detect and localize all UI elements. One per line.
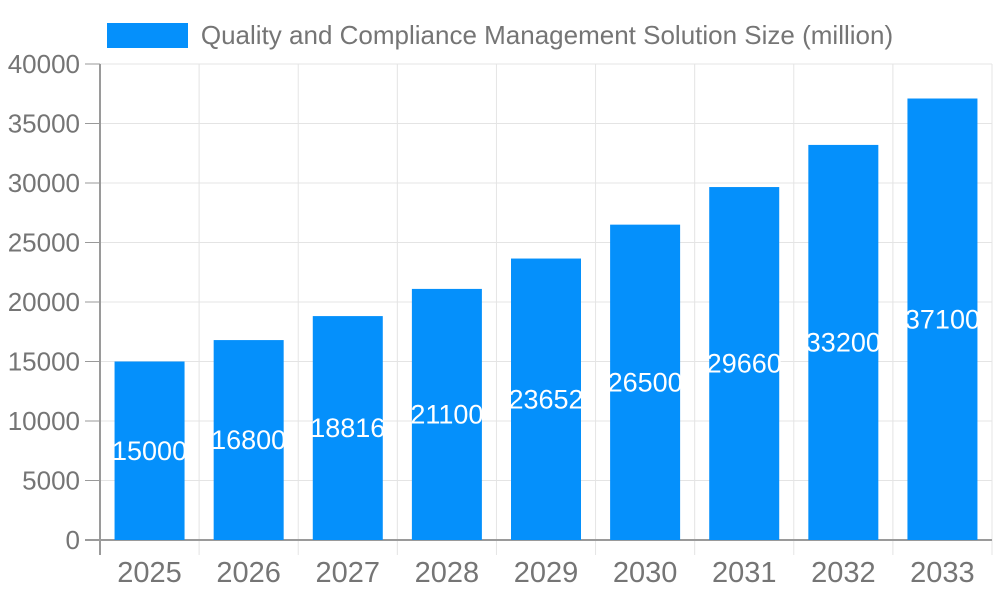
bar-2029[interactable] — [511, 258, 581, 540]
legend-label: Quality and Compliance Management Soluti… — [200, 20, 894, 50]
x-axis-tick-label: 2030 — [613, 557, 678, 589]
bar-value-label: 16800 — [211, 425, 286, 455]
legend-item[interactable]: Quality and Compliance Management Soluti… — [0, 20, 1000, 51]
bar-value-label: 18816 — [310, 413, 385, 443]
bar-2026[interactable] — [213, 340, 284, 540]
y-axis-tick-label: 40000 — [8, 49, 80, 79]
y-axis-tick-label: 0 — [66, 525, 80, 555]
bar-2032[interactable] — [808, 144, 879, 541]
x-axis-tick-label: 2028 — [415, 557, 480, 589]
y-axis-tick-label: 10000 — [8, 406, 80, 436]
x-axis-tick-label: 2031 — [712, 557, 777, 589]
bar-2033[interactable] — [907, 98, 978, 540]
y-axis-tick-label: 20000 — [8, 287, 80, 317]
x-axis-tick-label: 2033 — [910, 557, 975, 589]
x-axis-tick-label: 2032 — [811, 557, 876, 589]
y-axis-tick-label: 30000 — [8, 168, 80, 198]
y-axis-tick-label: 15000 — [8, 347, 80, 377]
bar-value-label: 26500 — [608, 367, 683, 397]
bar-2028[interactable] — [411, 288, 482, 540]
bar-2031[interactable] — [709, 187, 780, 540]
legend-swatch — [106, 23, 188, 48]
bar-value-label: 33200 — [806, 327, 881, 357]
y-axis-tick-label: 5000 — [22, 466, 80, 496]
bar-value-label: 29660 — [707, 349, 782, 379]
bar-value-label: 23652 — [508, 384, 583, 414]
bar-2025[interactable] — [114, 361, 185, 541]
x-axis-tick-label: 2029 — [514, 557, 579, 589]
bar-value-label: 37100 — [905, 304, 980, 334]
x-axis-tick-label: 2025 — [117, 557, 182, 589]
bar-value-label: 21100 — [410, 399, 483, 429]
x-axis-tick-label: 2026 — [216, 557, 281, 589]
y-axis-tick-label: 25000 — [8, 228, 80, 258]
bar-value-label: 15000 — [112, 436, 187, 466]
y-axis-tick-label: 35000 — [8, 109, 80, 139]
bar-2027[interactable] — [312, 316, 383, 540]
bar-2030[interactable] — [610, 224, 681, 540]
x-axis-tick-label: 2027 — [316, 557, 381, 589]
